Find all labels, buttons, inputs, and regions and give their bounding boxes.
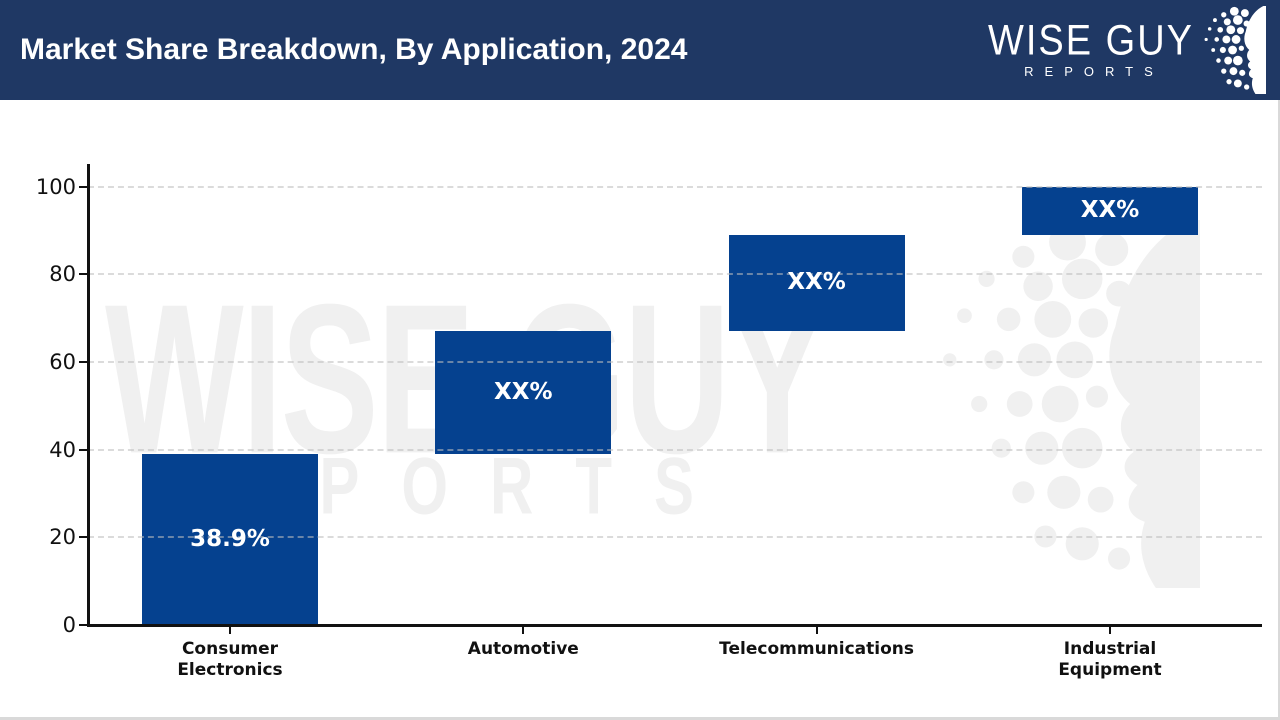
x-tickmark [815,626,818,634]
y-axis [87,164,90,627]
y-tickmark [79,624,87,626]
y-tick-label: 0 [62,613,76,637]
bar-segment [728,234,905,332]
header-bar: Market Share Breakdown, By Application, … [0,0,1280,100]
y-tick-label: 20 [49,525,76,550]
x-tick-label-line: Equipment [1058,660,1162,680]
gridline [88,273,1262,276]
gridline [88,536,1262,539]
y-tickmark [79,360,87,363]
bar-segment [142,454,318,625]
x-tick-label-line: Electronics [177,660,283,680]
bar-segment [435,331,612,454]
logo-brand-text: WISE GUY [987,17,1194,65]
gridline [88,360,1262,363]
x-tick-label-line: Automotive [467,639,579,659]
bar-segment [1022,186,1198,235]
x-tick-label-line: Consumer [181,639,279,659]
chart-title: Market Share Breakdown, By Application, … [20,33,688,66]
y-tickmark [79,536,87,539]
y-tickmark [79,273,87,276]
x-tickmark [229,626,231,634]
gridline [88,185,1262,188]
y-tickmark [79,448,87,451]
y-tickmark [79,185,87,188]
y-tick-label: 80 [49,262,76,287]
x-tickmark [522,626,525,634]
x-tick-label: Telecommunications [697,639,937,660]
bar-value-label: XX% [787,268,846,295]
bar-value-label: XX% [1080,196,1140,223]
x-tickmark [1109,626,1111,634]
bar-value-label: XX% [494,378,553,405]
logo-text: WISE GUY REPORTS [987,17,1194,79]
logo-subtext: REPORTS [1024,64,1164,79]
bar-value-label: 38.9% [190,525,270,552]
wiseguy-head-icon [1204,6,1266,94]
wise-guy-logo: WISE GUY REPORTS [988,6,1266,94]
frame-right-border [1278,100,1280,720]
y-tick-label: 100 [35,174,76,199]
x-tick-label: Industrial Equipment [990,639,1230,681]
y-tick-label: 60 [49,349,76,374]
x-tick-label: Consumer Electronics [110,639,350,681]
x-tick-label-line: Industrial [1063,639,1157,659]
x-tick-label: Automotive [403,639,643,660]
x-axis [87,624,1262,627]
x-tick-label-line: Telecommunications [719,639,915,659]
y-tick-label: 40 [49,437,76,462]
frame-bottom-border [0,717,1280,720]
gridline [88,448,1262,451]
